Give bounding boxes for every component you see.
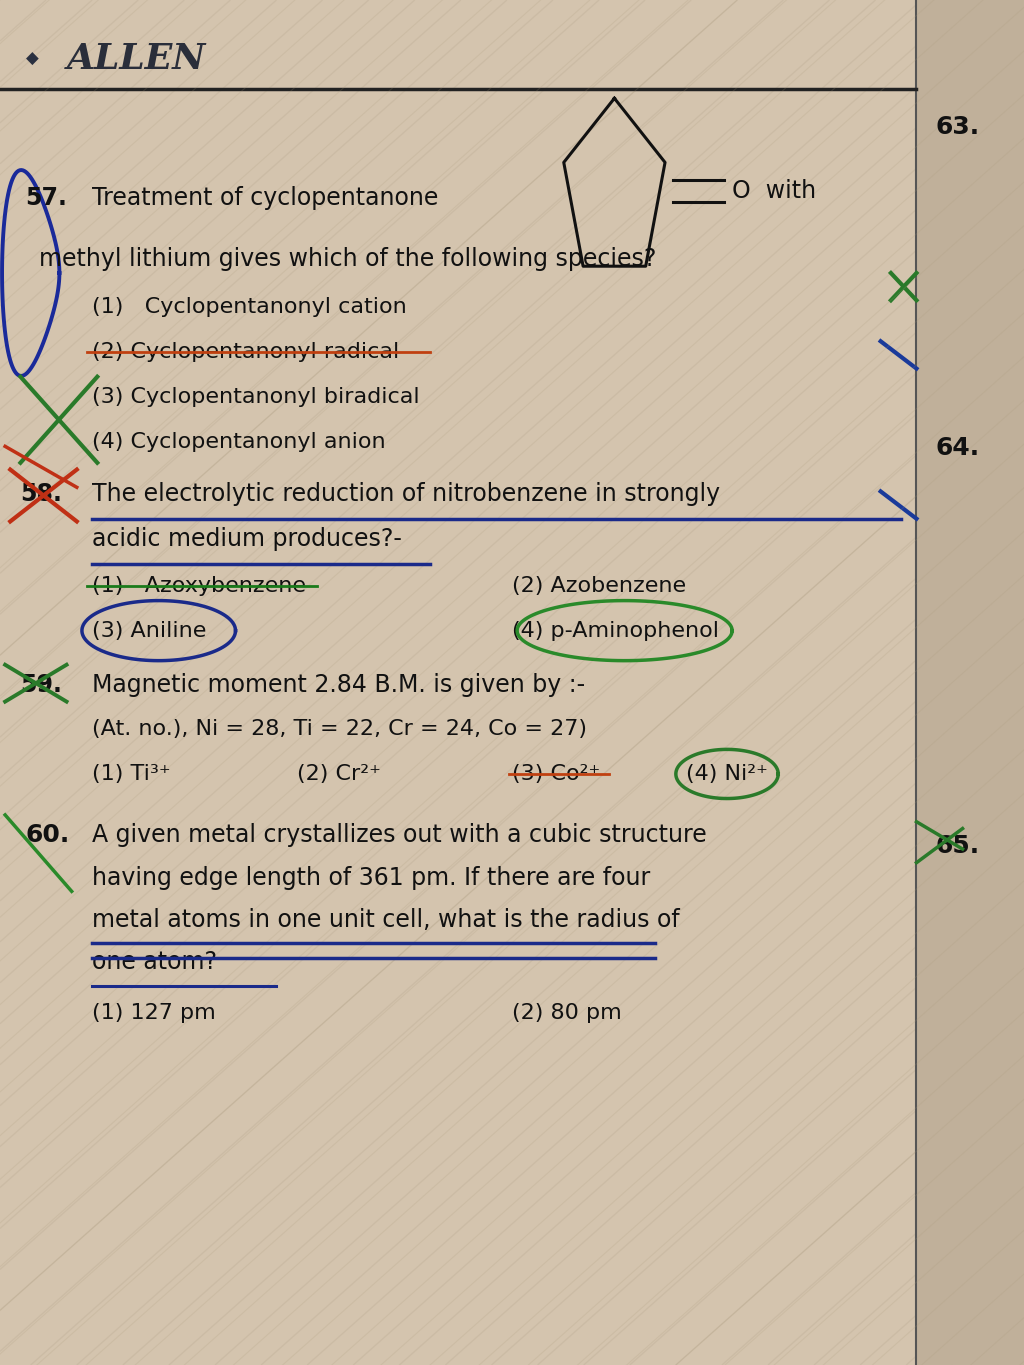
Text: acidic medium produces?-: acidic medium produces?- [92, 527, 402, 551]
Text: (3) Aniline: (3) Aniline [92, 621, 207, 640]
Text: metal atoms in one unit cell, what is the radius of: metal atoms in one unit cell, what is th… [92, 908, 680, 932]
Text: 58.: 58. [20, 482, 62, 506]
Text: having edge length of 361 pm. If there are four: having edge length of 361 pm. If there a… [92, 865, 650, 890]
Text: A given metal crystallizes out with a cubic structure: A given metal crystallizes out with a cu… [92, 823, 707, 848]
Text: 63.: 63. [935, 115, 980, 139]
Text: 57.: 57. [26, 186, 68, 210]
Text: 59.: 59. [20, 673, 62, 698]
Text: (3) Cyclopentanonyl biradical: (3) Cyclopentanonyl biradical [92, 388, 420, 407]
Text: (1)   Cyclopentanonyl cation: (1) Cyclopentanonyl cation [92, 298, 407, 317]
Text: (4) p-Aminophenol: (4) p-Aminophenol [512, 621, 719, 640]
Text: (At. no.), Ni = 28, Ti = 22, Cr = 24, Co = 27): (At. no.), Ni = 28, Ti = 22, Cr = 24, Co… [92, 719, 587, 738]
Text: (2) Cyclopentanonyl radical: (2) Cyclopentanonyl radical [92, 343, 399, 362]
Text: (2) Cr²⁺: (2) Cr²⁺ [297, 764, 381, 784]
Text: 65.: 65. [935, 834, 980, 859]
Text: (1)   Azoxybenzene: (1) Azoxybenzene [92, 576, 306, 595]
Text: Treatment of cyclopentanone: Treatment of cyclopentanone [92, 186, 438, 210]
Bar [0, 0, 916, 1365]
Text: (1) 127 pm: (1) 127 pm [92, 1003, 216, 1022]
Text: (2) 80 pm: (2) 80 pm [512, 1003, 622, 1022]
Text: Magnetic moment 2.84 B.M. is given by :-: Magnetic moment 2.84 B.M. is given by :- [92, 673, 586, 698]
Text: one atom?: one atom? [92, 950, 217, 975]
Text: methyl lithium gives which of the following species?: methyl lithium gives which of the follow… [39, 247, 656, 272]
Text: (1) Ti³⁺: (1) Ti³⁺ [92, 764, 171, 784]
Text: The electrolytic reduction of nitrobenzene in strongly: The electrolytic reduction of nitrobenze… [92, 482, 720, 506]
Text: 60.: 60. [26, 823, 70, 848]
Text: (2) Azobenzene: (2) Azobenzene [512, 576, 686, 595]
Text: O  with: O with [732, 179, 816, 203]
Text: ◆: ◆ [26, 49, 38, 68]
Text: (4) Ni²⁺: (4) Ni²⁺ [686, 764, 768, 784]
Text: 64.: 64. [935, 435, 980, 460]
Text: ALLEN: ALLEN [67, 42, 206, 75]
Text: (4) Cyclopentanonyl anion: (4) Cyclopentanonyl anion [92, 433, 386, 452]
Text: (3) Co²⁺: (3) Co²⁺ [512, 764, 600, 784]
Bar [916, 0, 1024, 1365]
